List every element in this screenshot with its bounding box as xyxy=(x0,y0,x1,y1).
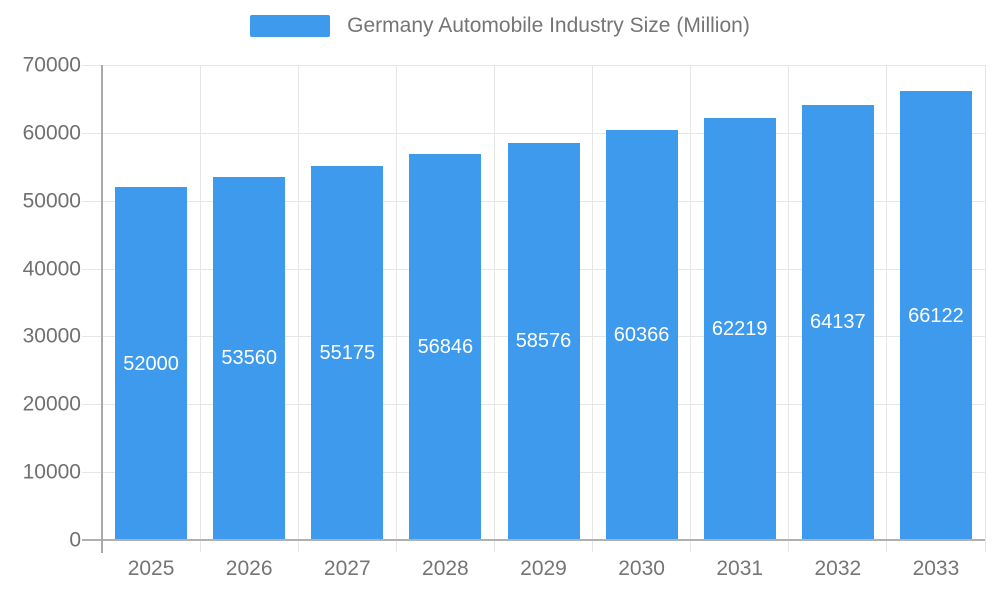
bar-2031[interactable]: 62219 xyxy=(703,117,776,540)
bar-value-label: 52000 xyxy=(123,352,179,375)
x-gridline-tick xyxy=(788,65,790,552)
plot-area: 0 10000 20000 30000 40000 50000 60000 70000 5200… xyxy=(23,55,986,579)
x-gridline-tick xyxy=(493,65,495,552)
y-gridline xyxy=(82,132,985,134)
y-tick-label: 30000 xyxy=(22,324,81,348)
y-tick-label: 70000 xyxy=(22,53,81,77)
y-tick-label: 40000 xyxy=(22,257,81,281)
x-gridline-tick xyxy=(395,65,397,552)
bar-value-label: 55175 xyxy=(319,341,376,364)
x-gridline-tick xyxy=(297,65,299,552)
bar-value-label: 60366 xyxy=(613,324,670,347)
bar-2030[interactable]: 60366 xyxy=(605,130,678,540)
bar-2027[interactable]: 55175 xyxy=(311,165,384,540)
bar-2026[interactable]: 53560 xyxy=(213,176,286,540)
y-tick-label: 10000 xyxy=(22,460,81,484)
bar-value-label: 56846 xyxy=(417,336,474,359)
bar-value-label: 53560 xyxy=(221,347,277,370)
y-gridline xyxy=(82,65,985,66)
x-gridline-tick xyxy=(199,65,201,552)
x-tick-label: 2032 xyxy=(814,557,862,580)
legend-item[interactable]: Germany Automobile Industry Size (Millio… xyxy=(0,14,1000,38)
bar-value-label: 66122 xyxy=(908,304,964,327)
bar-2029[interactable]: 58576 xyxy=(507,142,580,540)
bar-value-label: 58576 xyxy=(515,330,572,353)
bar-2028[interactable]: 56846 xyxy=(409,154,482,540)
x-tick-label: 2031 xyxy=(716,557,764,580)
bar-value-label: 64137 xyxy=(810,311,866,334)
x-tick-label: 2027 xyxy=(323,557,371,580)
legend-swatch xyxy=(250,15,331,37)
y-tick-label: 0 xyxy=(69,528,81,552)
bar-2025[interactable]: 52000 xyxy=(115,187,188,540)
x-tick-label: 2030 xyxy=(618,557,665,580)
legend-label: Germany Automobile Industry Size (Millio… xyxy=(347,14,750,37)
y-axis-line xyxy=(101,65,103,553)
y-tick-label: 20000 xyxy=(22,392,81,416)
x-tick-label: 2025 xyxy=(127,557,175,580)
bar-value-label: 62219 xyxy=(711,317,768,340)
x-tick-label: 2033 xyxy=(912,557,960,580)
x-gridline-tick xyxy=(690,65,692,552)
x-gridline-tick xyxy=(984,65,986,552)
x-gridline-tick xyxy=(886,65,888,552)
x-tick-label: 2028 xyxy=(422,557,469,580)
bar-2032[interactable]: 64137 xyxy=(801,104,874,540)
y-tick-label: 60000 xyxy=(22,121,81,145)
bar-2033[interactable]: 66122 xyxy=(899,91,972,540)
x-tick-label: 2026 xyxy=(225,557,273,580)
x-axis-baseline xyxy=(82,539,985,541)
x-tick-label: 2029 xyxy=(520,557,567,580)
y-tick-label: 50000 xyxy=(22,189,81,213)
x-gridline-tick xyxy=(592,65,594,552)
